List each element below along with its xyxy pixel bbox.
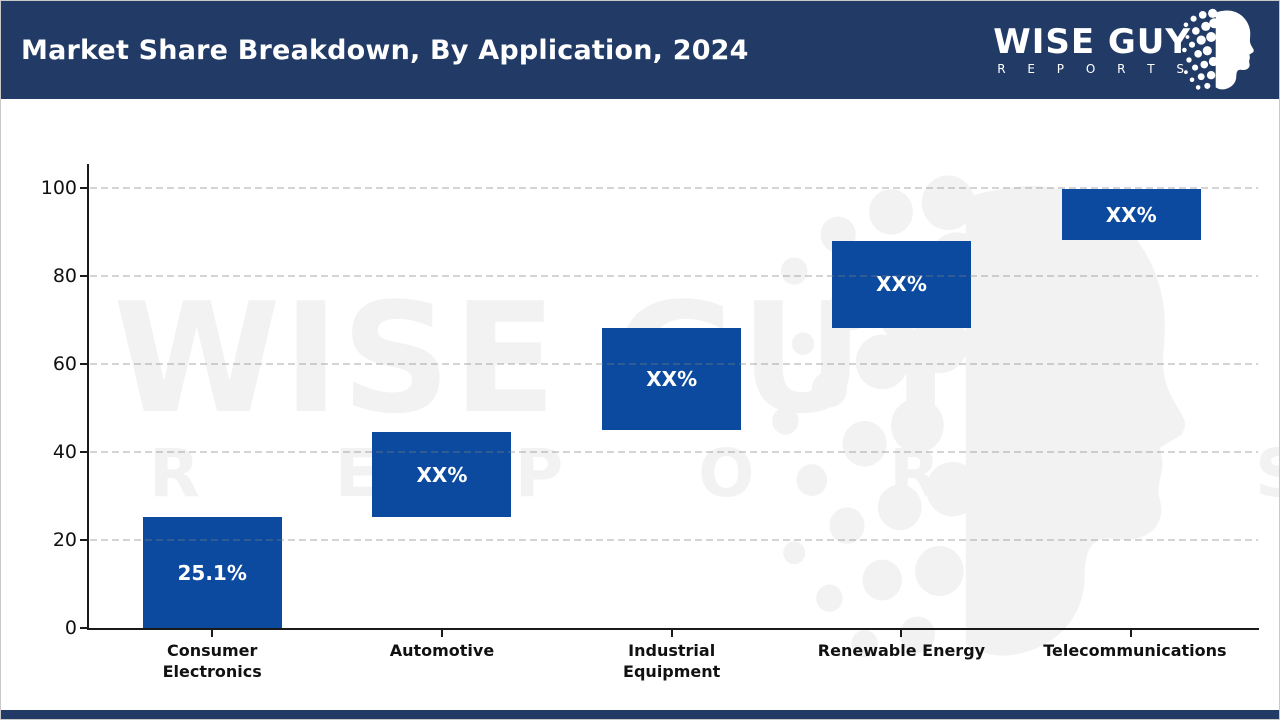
bar-value-label: XX% [646,366,698,391]
category-label-2: Industrial Equipment [623,641,721,681]
y-tick-mark-60 [80,362,88,365]
gridline-100 [90,186,1258,189]
gridline-80 [90,274,1258,277]
y-tick-mark-80 [80,274,88,277]
category-label-4: Telecommunications [1043,641,1227,660]
brand-wordmark: WISE GUY R E P O R T S [991,25,1193,75]
y-tick-label-0: 0 [64,617,77,639]
y-tick-label-60: 60 [52,352,77,375]
category-label-0: Consumer Electronics [162,641,262,681]
header-bar: Market Share Breakdown, By Application, … [1,1,1279,99]
x-tick-mark-0 [211,630,214,637]
y-tick-label-20: 20 [52,528,77,551]
gridline-40 [90,450,1258,453]
y-tick-label-40: 40 [52,440,77,463]
bar-renewable-energy: XX% [831,240,971,328]
y-tick-label-80: 80 [52,264,77,287]
x-axis-line [87,628,1259,630]
x-tick-mark-4 [1130,630,1133,637]
y-tick-label-100: 100 [40,176,77,199]
bar-industrial-equipment: XX% [602,328,742,430]
x-tick-mark-2 [670,630,673,637]
y-tick-mark-100 [80,186,88,189]
y-axis-line [87,164,89,630]
category-label-1: Automotive [389,641,495,660]
y-tick-mark-0 [80,627,88,629]
gridline-20 [90,538,1258,541]
brand-reports-text: R E P O R T S [997,62,1193,76]
y-tick-mark-40 [80,450,88,453]
gridline-60 [90,362,1258,365]
bar-automotive: XX% [372,431,512,518]
x-tick-mark-1 [440,630,443,637]
y-tick-mark-20 [80,538,88,541]
bar-consumer-electronics: 25.1% [142,517,282,628]
brand-name-text: WISE GUY [993,22,1192,62]
category-label-3: Renewable Energy [817,641,986,660]
bar-value-label: XX% [1105,202,1157,227]
bar-value-label: XX% [416,462,468,487]
footer-bar [1,710,1279,719]
watermark-face-icon [772,175,1186,658]
plot-area: 0 20 40 60 80 100 25.1% Consumer Electronics XX%… [1,99,1279,712]
brand-logo: WISE GUY R E P O R T S [991,8,1261,92]
page-title: Market Share Breakdown, By Application, … [21,34,749,66]
brand-face-icon [1182,8,1254,90]
x-tick-mark-3 [900,630,903,637]
bar-value-label: XX% [875,272,927,297]
bar-value-label: 25.1% [177,560,247,585]
bar-telecommunications: XX% [1061,188,1201,241]
